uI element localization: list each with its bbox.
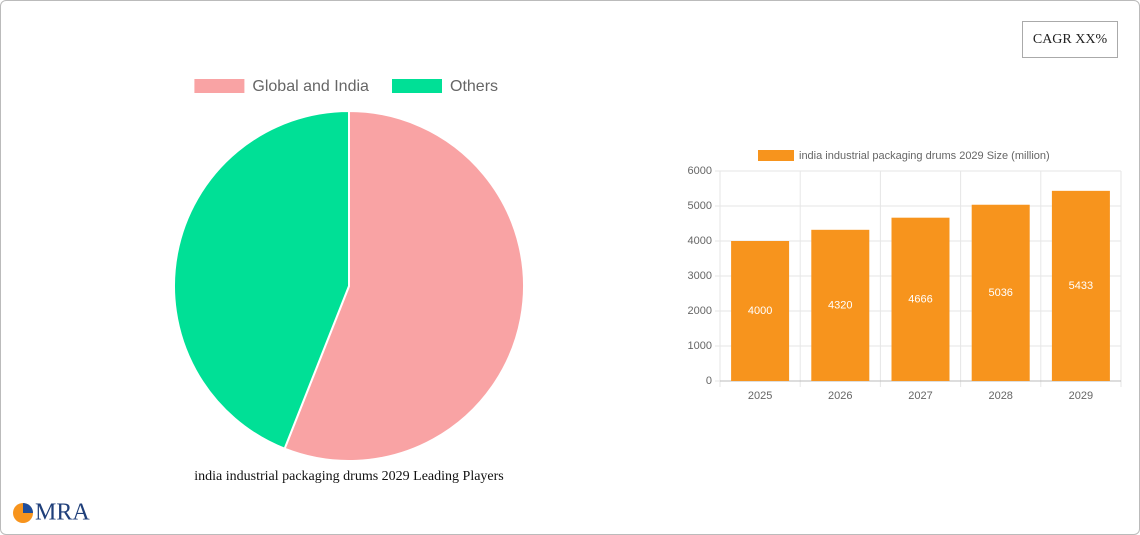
logo: MRA (13, 500, 90, 526)
bar (731, 241, 790, 381)
legend-swatch (392, 79, 442, 93)
x-tick-label: 2029 (1069, 390, 1093, 402)
pie-caption: india industrial packaging drums 2029 Le… (194, 469, 504, 484)
x-tick-label: 2026 (828, 390, 852, 402)
y-tick-label: 2000 (688, 305, 712, 317)
legend-swatch (194, 79, 245, 93)
y-tick-label: 5000 (688, 200, 712, 212)
value-label: 4320 (828, 299, 852, 311)
y-tick-label: 4000 (688, 235, 712, 247)
legend-label: Others (450, 78, 498, 95)
y-tick-label: 6000 (688, 165, 712, 177)
legend-label: india industrial packaging drums 2029 Si… (799, 150, 1050, 162)
y-tick-label: 1000 (688, 340, 712, 352)
x-tick-label: 2028 (988, 390, 1012, 402)
x-tick-label: 2025 (748, 390, 772, 402)
y-tick-label: 0 (706, 375, 712, 387)
x-tick-label: 2027 (908, 390, 932, 402)
pie-slice (283, 109, 525, 462)
pie-slice (172, 109, 350, 451)
bar (1051, 190, 1110, 381)
bar (971, 204, 1030, 381)
legend-label: Global and India (252, 78, 369, 95)
y-tick-label: 3000 (688, 270, 712, 282)
value-label: 5433 (1069, 280, 1093, 292)
logo-text: MRA (35, 500, 90, 526)
legend-swatch (758, 150, 794, 161)
logo-icon-part (23, 503, 33, 513)
value-label: 4000 (748, 305, 772, 317)
bar (811, 229, 870, 381)
bar (891, 217, 950, 381)
cagr-button[interactable]: CAGR XX% (1022, 21, 1118, 58)
value-label: 5036 (988, 287, 1012, 299)
value-label: 4666 (908, 293, 932, 305)
